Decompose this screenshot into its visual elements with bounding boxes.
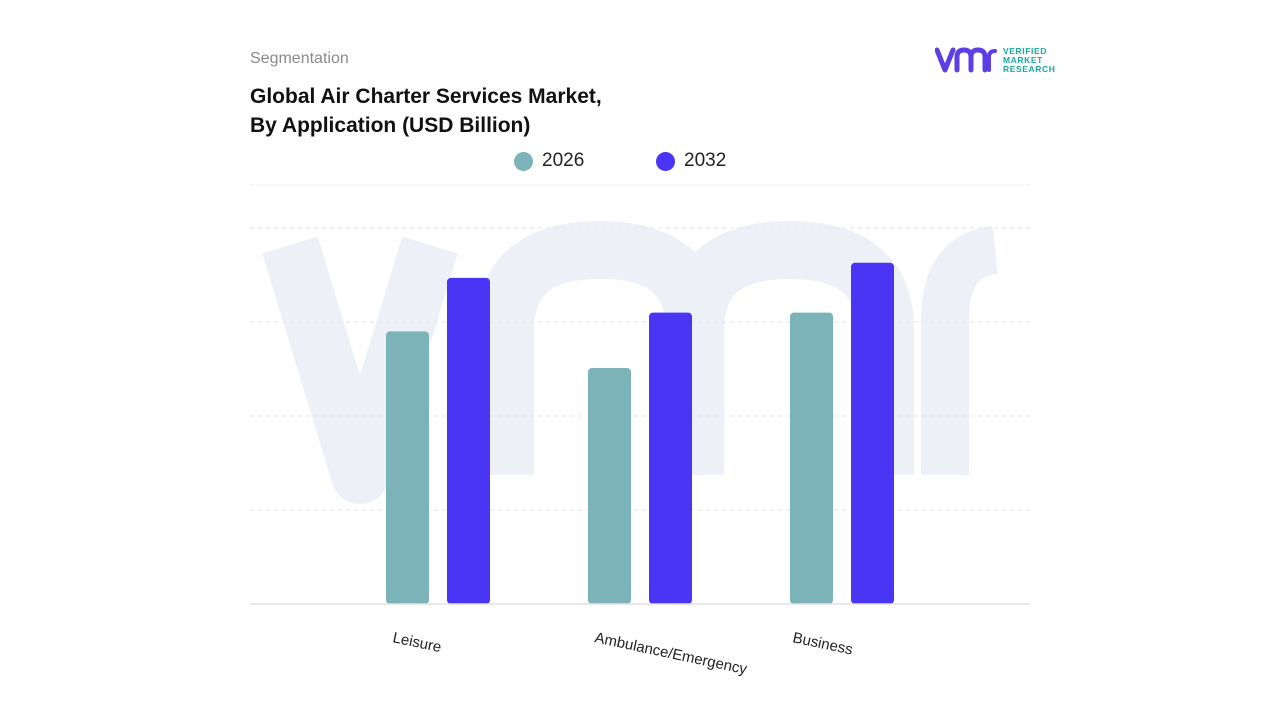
legend-label-2032: 2032 [684,150,727,171]
chart-title: Global Air Charter Services Market, By A… [250,82,602,140]
x-tick-label: Business [791,629,854,658]
legend-dot-2026 [514,151,533,171]
bars [386,262,894,604]
segment-label: Segmentation [250,50,349,67]
chart-title-line-1: Global Air Charter Services Market, [250,85,602,108]
bar-business-2026 [790,312,833,604]
logo-line-3: RESEARCH [1003,63,1056,74]
bar-leisure-2032 [447,277,490,604]
logo-line-1: VERIFIED [1003,45,1048,56]
grid-lines [250,227,1030,511]
vmr-logo-mark-icon [935,47,997,73]
vmr-logo: VERIFIED MARKET RESEARCH [935,44,1056,76]
legend-item-2032: 2032 [656,150,726,172]
legend-item-2026: 2026 [514,150,584,172]
bar-leisure-2026 [386,331,429,604]
vmr-logo-text: VERIFIED MARKET RESEARCH [1003,45,1056,74]
x-tick-label: Leisure [391,629,443,656]
x-tick-labels: Leisure Ambulance/Emergency Business [391,629,854,678]
legend-label-2026: 2026 [542,150,585,171]
x-tick-label: Ambulance/Emergency [593,629,749,678]
chart-legend: 2026 2032 [0,150,1280,174]
bar-ambulance-emergency-2032 [649,312,692,604]
bar-ambulance-emergency-2026 [588,368,631,604]
bar-business-2032 [851,262,894,604]
chart-title-line-2: By Application (USD Billion) [250,114,531,137]
legend-dot-2032 [656,151,675,171]
logo-line-2: MARKET [1003,54,1043,65]
